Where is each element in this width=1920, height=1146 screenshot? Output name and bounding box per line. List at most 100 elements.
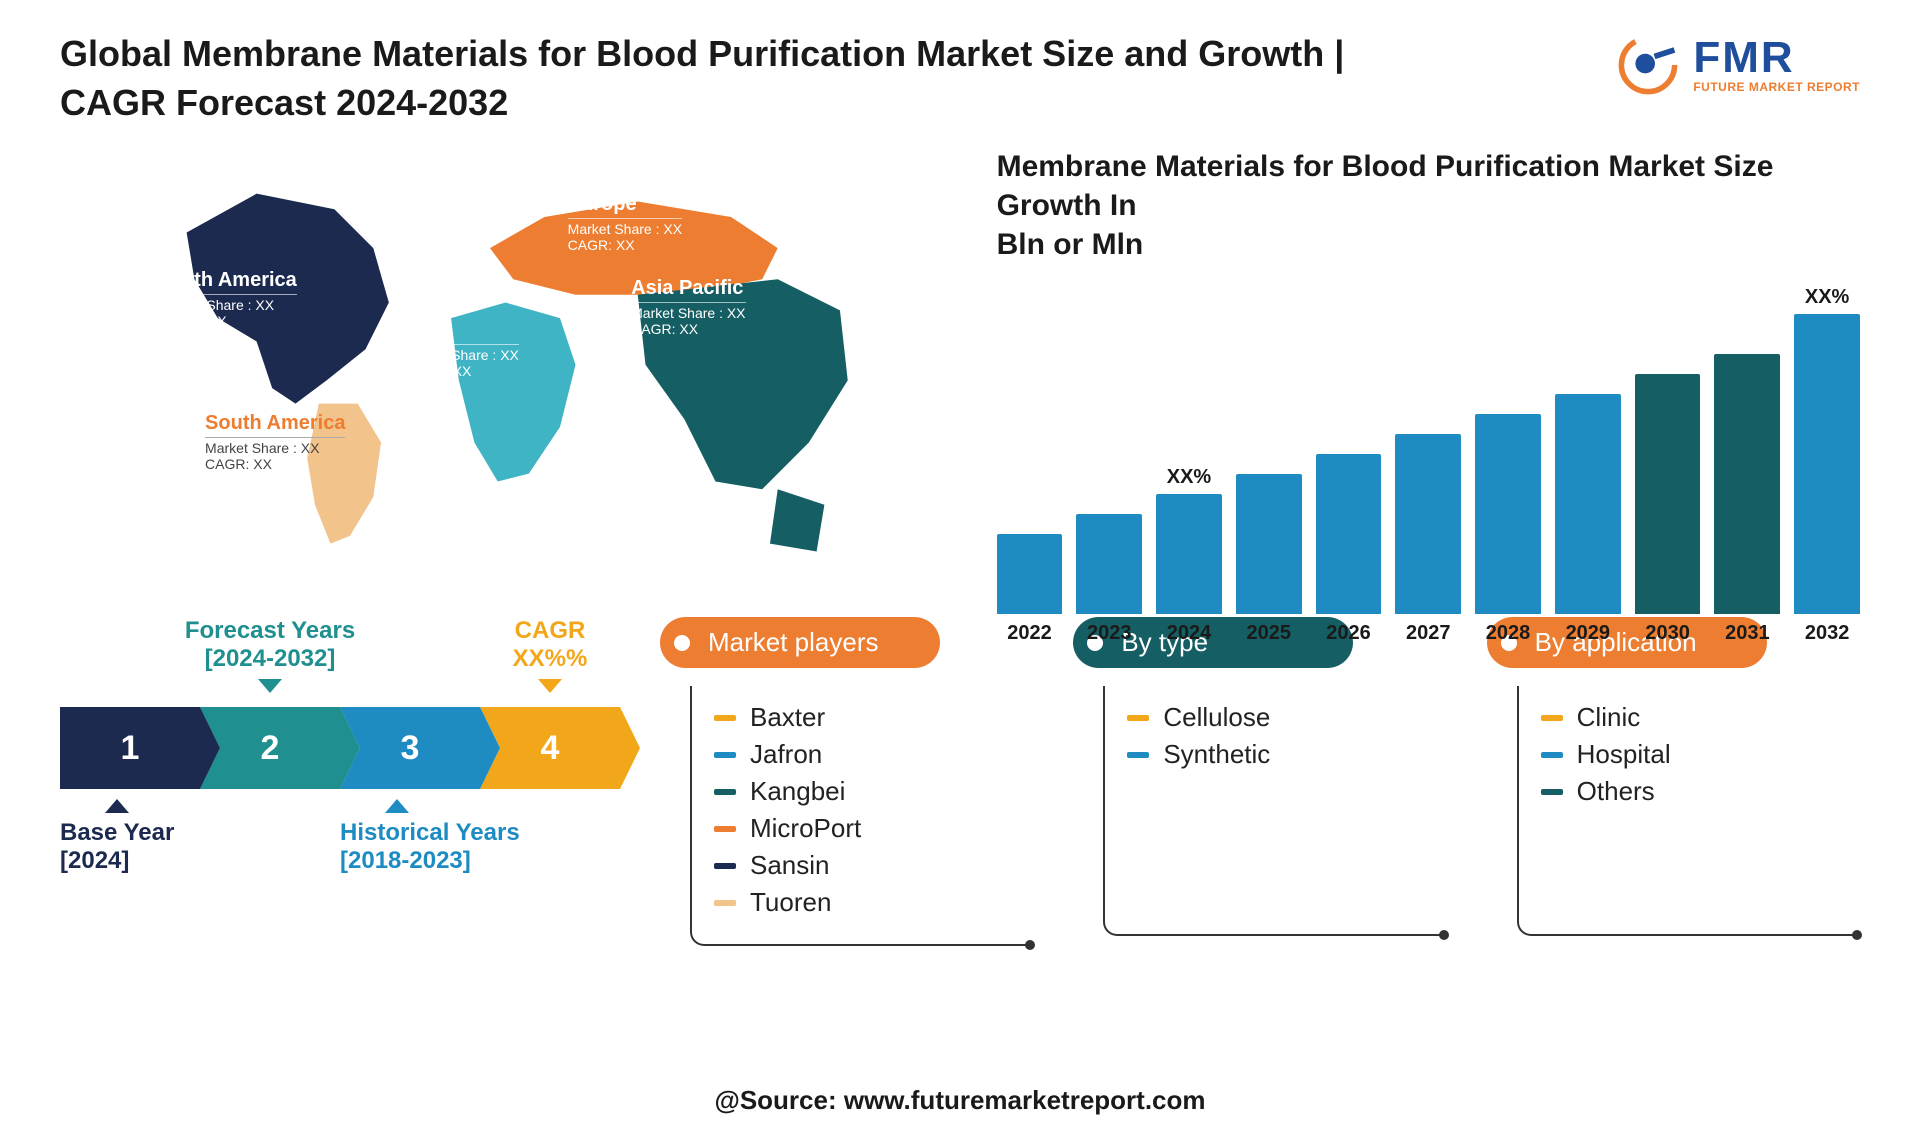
tick-icon [714, 715, 736, 721]
map-label-south_america: South AmericaMarket Share : XXCAGR: XX [205, 408, 345, 476]
bar-2032: XX%2032 [1794, 314, 1860, 645]
timeline-seg-4: 4 [480, 707, 620, 789]
category-item: Baxter [714, 702, 1033, 733]
bar-chart-bars: 20222023XX%20242025202620272028202920302… [997, 274, 1860, 645]
bar-rect-2025 [1236, 474, 1302, 614]
category-item-label: MicroPort [750, 813, 861, 844]
bar-rect-2032 [1794, 314, 1860, 614]
timeline-seg-3: 3 [340, 707, 480, 789]
timeline-bar: 1234 [60, 707, 620, 789]
bar-label-2030: 2030 [1645, 622, 1690, 645]
source-text: @Source: www.futuremarketreport.com [0, 1085, 1920, 1116]
category-item: Cellulose [1127, 702, 1446, 733]
bar-2027: 2027 [1395, 434, 1461, 645]
category-item: Sansin [714, 850, 1033, 881]
bullet-icon [674, 635, 690, 651]
bar-label-2023: 2023 [1087, 622, 1132, 645]
bar-2031: 2031 [1714, 354, 1780, 645]
timeline-seg-2: 2 [200, 707, 340, 789]
bar-rect-2024 [1156, 494, 1222, 614]
bar-label-2024: 2024 [1167, 622, 1212, 645]
page-title: Global Membrane Materials for Blood Puri… [60, 30, 1360, 127]
tick-icon [714, 752, 736, 758]
category-head-0: Market players [660, 617, 940, 668]
category-item-label: Cellulose [1163, 702, 1270, 733]
category-item-label: Sansin [750, 850, 830, 881]
category-item-label: Clinic [1577, 702, 1641, 733]
tick-icon [1127, 752, 1149, 758]
map-label-mea: MEAMarket Share : XXCAGR: XX [404, 315, 518, 383]
bar-rect-2026 [1316, 454, 1382, 614]
bar-2022: 2022 [997, 534, 1063, 645]
category-item-label: Hospital [1577, 739, 1671, 770]
category-item: Clinic [1541, 702, 1860, 733]
logo-main-text: FMR [1693, 36, 1860, 80]
bar-rect-2031 [1714, 354, 1780, 614]
bar-2023: 2023 [1076, 514, 1142, 645]
bar-2028: 2028 [1475, 414, 1541, 645]
bar-label-2029: 2029 [1566, 622, 1611, 645]
timeline: 1234 Forecast Years[2024-2032]CAGRXX%%Ba… [60, 617, 620, 789]
logo: FMR FUTURE MARKET REPORT [1613, 30, 1860, 100]
bar-chart: Membrane Materials for Blood Purificatio… [997, 147, 1860, 567]
logo-sub-text: FUTURE MARKET REPORT [1693, 80, 1860, 94]
timeline-top-label-1: Forecast Years[2024-2032] [170, 617, 370, 693]
tick-icon [1541, 752, 1563, 758]
timeline-seg-1: 1 [60, 707, 200, 789]
timeline-top-label-3: CAGRXX%% [450, 617, 650, 693]
map-label-north_america: North AmericaMarket Share : XXCAGR: XX [160, 265, 297, 333]
logo-icon [1613, 30, 1683, 100]
bar-rect-2022 [997, 534, 1063, 614]
category-market-players: Market players Baxter Jafron Kangbei MicroPo… [660, 617, 1033, 946]
bar-2026: 2026 [1316, 454, 1382, 645]
category-title-0: Market players [708, 627, 879, 658]
bar-rect-2030 [1635, 374, 1701, 614]
bar-chart-title: Membrane Materials for Blood Purificatio… [997, 147, 1860, 264]
bar-label-2031: 2031 [1725, 622, 1770, 645]
tick-icon [714, 789, 736, 795]
bar-rect-2023 [1076, 514, 1142, 614]
world-map: North AmericaMarket Share : XXCAGR: XX So… [60, 147, 967, 567]
category-item: Others [1541, 776, 1860, 807]
category-item: Jafron [714, 739, 1033, 770]
bar-label-2025: 2025 [1247, 622, 1292, 645]
timeline-bottom-label-0: Base Year[2024] [60, 799, 280, 875]
category-body-0: Baxter Jafron Kangbei MicroPort Sansin Tuoren [690, 686, 1033, 946]
tick-icon [1541, 789, 1563, 795]
bar-label-2032: 2032 [1805, 622, 1850, 645]
bar-2029: 2029 [1555, 394, 1621, 645]
category-item-label: Jafron [750, 739, 822, 770]
bar-label-2022: 2022 [1007, 622, 1052, 645]
category-item: Synthetic [1127, 739, 1446, 770]
category-item-label: Synthetic [1163, 739, 1270, 770]
category-item: Hospital [1541, 739, 1860, 770]
map-label-asia_pacific: Asia PacificMarket Share : XXCAGR: XX [631, 273, 745, 341]
bar-annotation-2024: XX% [1167, 466, 1211, 489]
tick-icon [1541, 715, 1563, 721]
header: Global Membrane Materials for Blood Puri… [60, 30, 1860, 127]
tick-icon [714, 826, 736, 832]
category-body-1: Cellulose Synthetic [1103, 686, 1446, 936]
bar-label-2026: 2026 [1326, 622, 1371, 645]
tick-icon [1127, 715, 1149, 721]
category-item: MicroPort [714, 813, 1033, 844]
category-item: Kangbei [714, 776, 1033, 807]
bar-2030: 2030 [1635, 374, 1701, 645]
bar-rect-2027 [1395, 434, 1461, 614]
category-by-type: By typeCelluloseSynthetic [1073, 617, 1446, 936]
bar-rect-2028 [1475, 414, 1541, 614]
tick-icon [714, 900, 736, 906]
bar-label-2027: 2027 [1406, 622, 1451, 645]
tick-icon [714, 863, 736, 869]
category-body-2: Clinic Hospital Others [1517, 686, 1860, 936]
bar-label-2028: 2028 [1486, 622, 1531, 645]
category-item-label: Tuoren [750, 887, 831, 918]
category-item-label: Others [1577, 776, 1655, 807]
category-item-label: Kangbei [750, 776, 845, 807]
bar-2025: 2025 [1236, 474, 1302, 645]
map-label-europe: EuropeMarket Share : XXCAGR: XX [568, 189, 682, 257]
bar-annotation-2032: XX% [1805, 286, 1849, 309]
bar-2024: XX%2024 [1156, 494, 1222, 645]
bar-rect-2029 [1555, 394, 1621, 614]
category-item: Tuoren [714, 887, 1033, 918]
